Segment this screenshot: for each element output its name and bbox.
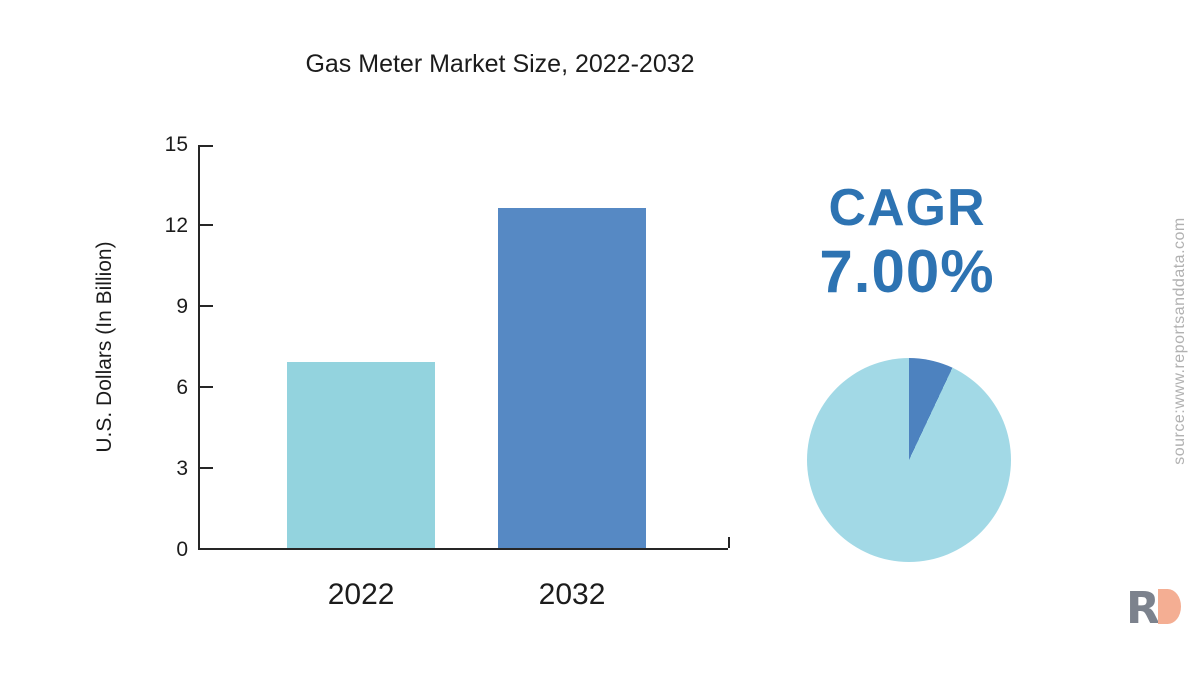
logo-d-mark <box>1157 589 1181 624</box>
x-tick-label-2032: 2032 <box>538 578 606 611</box>
source-attribution: source:www.reportsanddata.com <box>1171 217 1188 465</box>
y-tick-label-3: 3 <box>176 457 188 480</box>
y-tick-mark-9 <box>200 305 213 307</box>
bar-2022 <box>287 361 436 548</box>
chart-title: Gas Meter Market Size, 2022-2032 <box>305 50 695 78</box>
y-tick-label-12: 12 <box>164 214 188 237</box>
y-tick-label-15: 15 <box>164 133 188 156</box>
y-tick-label-9: 9 <box>176 295 188 318</box>
y-axis-label: U.S. Dollars (In Billion) <box>93 241 116 453</box>
cagr-annotation: CAGR 7.00% <box>792 179 1022 306</box>
y-tick-mark-6 <box>200 386 213 388</box>
bar-plot-area: 2022 2032 0 3 6 9 12 15 <box>165 133 730 611</box>
cagr-value: 7.00% <box>819 238 995 306</box>
y-tick-mark-12 <box>200 224 213 226</box>
reportsanddata-logo: R <box>1126 583 1181 634</box>
y-tick-mark-0 <box>200 548 213 550</box>
y-tick-mark-15 <box>200 145 213 147</box>
x-tick-label-2022: 2022 <box>327 578 395 611</box>
cagr-label: CAGR <box>828 179 986 237</box>
logo-letter-r: R <box>1126 583 1160 634</box>
y-tick-label-0: 0 <box>176 538 188 561</box>
y-tick-mark-3 <box>200 467 213 469</box>
cagr-pie-chart <box>807 358 1011 562</box>
y-tick-label-6: 6 <box>176 376 188 399</box>
bar-2032 <box>498 207 647 548</box>
x-axis-end-tick <box>728 537 730 548</box>
